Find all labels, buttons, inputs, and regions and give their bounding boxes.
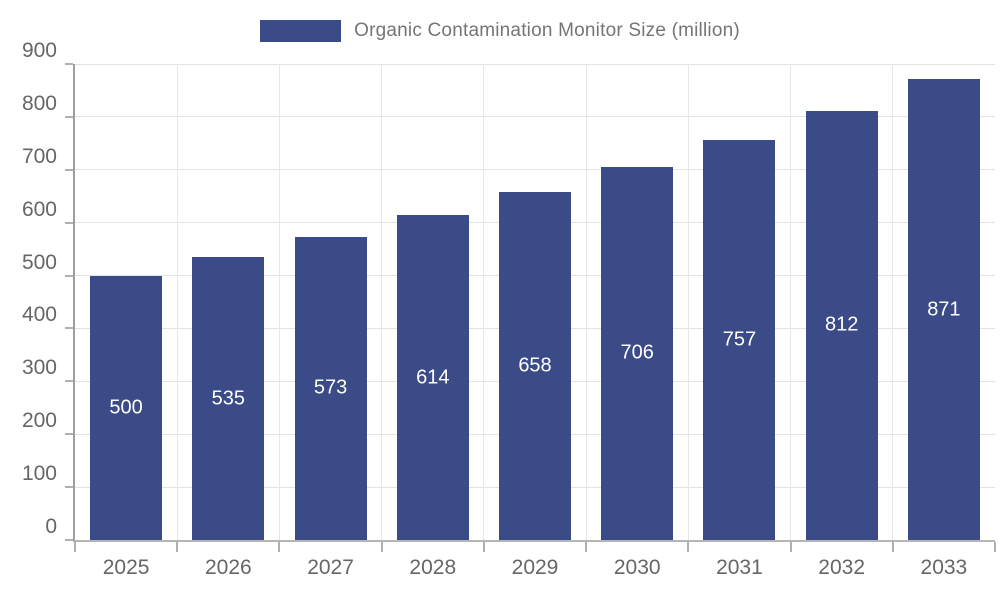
gridline-vertical bbox=[278, 64, 280, 540]
bar: 500 bbox=[90, 275, 163, 540]
y-axis-tick-label: 700 bbox=[21, 144, 57, 168]
x-axis-tick bbox=[891, 542, 894, 552]
y-axis-tick-label: 900 bbox=[21, 39, 57, 62]
x-axis-tick bbox=[278, 542, 281, 552]
y-axis-tick bbox=[65, 327, 73, 330]
x-axis-tick bbox=[687, 542, 690, 552]
x-axis-tick-label: 2025 bbox=[102, 556, 150, 579]
y-axis-tick bbox=[65, 221, 73, 224]
y-axis-tick bbox=[65, 539, 73, 541]
bar: 757 bbox=[703, 139, 776, 540]
x-axis-tick-label: 2026 bbox=[204, 556, 252, 579]
y-axis-tick bbox=[65, 63, 73, 65]
bar: 812 bbox=[805, 110, 878, 540]
gridline-vertical bbox=[381, 64, 383, 540]
legend-swatch-icon bbox=[260, 20, 342, 42]
y-axis-tick-label: 300 bbox=[21, 356, 57, 380]
legend-label: Organic Contamination Monitor Size (mill… bbox=[354, 20, 740, 41]
y-axis-tick bbox=[65, 168, 73, 171]
gridline-vertical bbox=[687, 64, 689, 540]
bar: 573 bbox=[294, 236, 367, 540]
gridline-vertical bbox=[790, 64, 792, 540]
bar-value-label: 614 bbox=[416, 366, 450, 389]
y-axis-tick-label: 400 bbox=[21, 303, 57, 327]
bar-value-label: 757 bbox=[722, 328, 757, 351]
gridline-vertical bbox=[176, 64, 178, 540]
gridline-vertical bbox=[892, 64, 894, 540]
y-axis-tick-label: 500 bbox=[21, 250, 57, 274]
y-axis-tick-label: 0 bbox=[45, 515, 57, 538]
x-axis-tick bbox=[789, 542, 792, 552]
x-axis-tick bbox=[176, 542, 179, 552]
y-axis-tick bbox=[65, 486, 73, 489]
bar: 658 bbox=[499, 192, 571, 540]
gridline-horizontal bbox=[75, 169, 995, 171]
y-axis-tick-label: 100 bbox=[21, 462, 57, 486]
bar: 871 bbox=[907, 79, 980, 540]
bar: 614 bbox=[396, 215, 469, 540]
y-axis-tick bbox=[65, 274, 73, 277]
gridline-vertical bbox=[483, 64, 485, 540]
y-axis-tick-label: 600 bbox=[21, 197, 57, 221]
plot-area: 0 100 200 300 400 500 600 700 800 900 500 2025 535 20… bbox=[22, 39, 996, 579]
gridline-horizontal bbox=[75, 63, 995, 65]
x-axis-tick-label: 2031 bbox=[716, 556, 763, 579]
x-axis-tick bbox=[994, 542, 996, 552]
chart-legend: Organic Contamination Monitor Size (mill… bbox=[0, 20, 1000, 42]
bar-value-label: 812 bbox=[824, 313, 859, 336]
y-axis-tick-label: 200 bbox=[21, 409, 57, 433]
x-axis-tick bbox=[380, 542, 383, 552]
gridline-vertical bbox=[585, 64, 587, 540]
bar-value-label: 573 bbox=[313, 376, 348, 399]
x-axis-tick-label: 2029 bbox=[511, 556, 559, 579]
y-axis-tick bbox=[65, 380, 73, 383]
x-axis-tick-label: 2028 bbox=[409, 556, 457, 579]
y-axis-tick-label: 800 bbox=[21, 91, 57, 115]
x-axis-tick bbox=[585, 542, 588, 552]
y-axis-tick bbox=[65, 115, 73, 118]
gridline-horizontal bbox=[75, 116, 995, 118]
bar-value-label: 706 bbox=[620, 341, 654, 364]
x-axis-tick-label: 2032 bbox=[818, 556, 866, 579]
bar: 706 bbox=[601, 166, 674, 540]
bar-value-label: 871 bbox=[927, 298, 961, 321]
x-axis-tick bbox=[74, 542, 76, 552]
bar-value-label: 658 bbox=[518, 354, 552, 377]
bar-value-label: 535 bbox=[211, 387, 246, 410]
bar-value-label: 500 bbox=[109, 396, 143, 419]
x-axis-tick bbox=[482, 542, 485, 552]
y-axis-tick bbox=[65, 433, 73, 436]
bar: 535 bbox=[192, 257, 265, 540]
x-axis-tick-label: 2030 bbox=[613, 556, 661, 579]
x-axis-tick-label: 2033 bbox=[920, 556, 968, 579]
x-axis-tick-label: 2027 bbox=[307, 556, 354, 579]
